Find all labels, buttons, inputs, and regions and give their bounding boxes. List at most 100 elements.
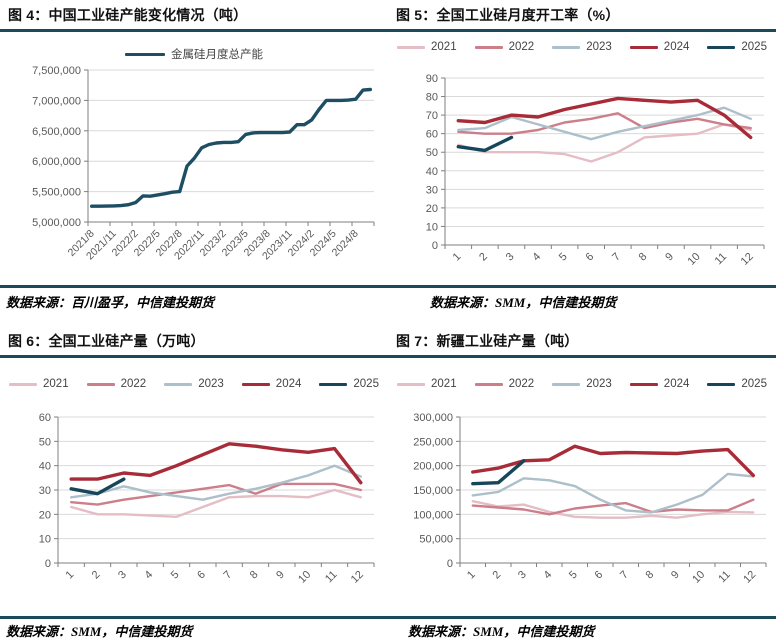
legend-item-2021: 2021 (397, 41, 457, 53)
svg-text:10: 10 (296, 569, 313, 586)
svg-text:10: 10 (426, 221, 438, 233)
fig6-title: 图 6：全国工业硅产量（万吨） (8, 333, 205, 349)
svg-text:12: 12 (349, 569, 366, 586)
fig7-source: 数据来源：SMM，中信建投期货 (408, 624, 595, 639)
svg-text:9: 9 (663, 251, 676, 264)
legend-swatch (552, 45, 581, 49)
legend-item-2025: 2025 (707, 378, 767, 390)
svg-text:9: 9 (274, 569, 287, 582)
legend-label: 2022 (508, 41, 535, 53)
legend-label: 金属硅月度总产能 (171, 49, 263, 61)
legend-swatch (629, 45, 658, 49)
legend-label: 2022 (508, 378, 535, 390)
fig6-source: 数据来源：SMM，中信建投期货 (6, 624, 193, 639)
svg-text:11: 11 (713, 251, 730, 268)
svg-text:6,500,000: 6,500,000 (32, 126, 81, 138)
svg-text:60: 60 (426, 129, 438, 141)
svg-text:7: 7 (221, 569, 234, 582)
svg-text:7,000,000: 7,000,000 (32, 95, 81, 107)
legend-label: 2023 (586, 41, 612, 53)
fig7-xinjiang-output-chart: 0 50,000 100,000 150,000 200,000 250,000 300,0… (413, 412, 767, 586)
svg-text:5,000,000: 5,000,000 (32, 217, 81, 229)
fig4-title: 图 4：中国工业硅产能变化情况（吨） (8, 7, 248, 23)
legend-item-2023: 2023 (552, 378, 612, 390)
svg-text:6: 6 (584, 251, 597, 264)
legend-item-2023: 2023 (164, 378, 224, 390)
svg-text:3: 3 (116, 569, 129, 582)
legend-label: 2024 (275, 378, 302, 390)
svg-text:50: 50 (426, 147, 438, 159)
svg-text:30: 30 (39, 485, 51, 497)
legend-item-2022: 2022 (86, 378, 147, 390)
svg-text:5: 5 (169, 569, 182, 582)
svg-text:20: 20 (39, 509, 51, 521)
svg-text:5: 5 (557, 251, 570, 264)
legend-swatch (397, 45, 426, 49)
legend-swatch (164, 382, 193, 386)
svg-text:0: 0 (432, 240, 438, 252)
title-rule-bottom (0, 355, 776, 358)
fig4-source: 数据来源：百川盈孚，中信建投期货 (6, 295, 215, 310)
svg-text:4: 4 (530, 251, 543, 264)
legend-label: 2021 (43, 378, 69, 390)
legend-item-2025: 2025 (319, 378, 379, 390)
svg-text:10: 10 (690, 569, 707, 586)
legend-label: 2024 (663, 378, 690, 390)
legend-label: 2024 (663, 41, 690, 53)
svg-text:20: 20 (426, 203, 438, 215)
legend-item-2025: 2025 (707, 41, 767, 53)
svg-text:4: 4 (542, 569, 555, 582)
legend-item-2022: 2022 (474, 41, 535, 53)
legend-label: 2023 (198, 378, 224, 390)
svg-text:0: 0 (447, 558, 453, 570)
section-rule-footer (0, 616, 776, 619)
svg-text:300,000: 300,000 (413, 412, 453, 424)
legend-swatch (707, 382, 736, 386)
legend-swatch (241, 382, 270, 386)
svg-text:2: 2 (477, 251, 490, 264)
svg-text:5: 5 (567, 569, 580, 582)
svg-text:9: 9 (669, 569, 682, 582)
svg-text:7: 7 (618, 569, 631, 582)
fig4-legend: 金属硅月度总产能 (0, 46, 388, 62)
legend-label: 2021 (431, 41, 457, 53)
svg-text:4: 4 (142, 569, 155, 582)
legend-swatch (707, 45, 736, 49)
fig7-legend: 2021 2022 2023 2024 2025 (388, 378, 776, 390)
svg-text:8: 8 (644, 569, 657, 582)
svg-text:30: 30 (426, 184, 438, 196)
legend-label: 2022 (120, 378, 147, 390)
legend-label: 2025 (741, 41, 767, 53)
svg-text:6: 6 (195, 569, 208, 582)
fig6-legend: 2021 2022 2023 2024 2025 (0, 378, 388, 390)
legend-swatch (86, 382, 115, 386)
svg-text:90: 90 (426, 73, 438, 85)
svg-text:250,000: 250,000 (413, 436, 453, 448)
svg-text:40: 40 (39, 461, 51, 473)
svg-text:7,500,000: 7,500,000 (32, 65, 81, 77)
legend-label: 2025 (741, 378, 767, 390)
svg-text:70: 70 (426, 110, 438, 122)
svg-text:8: 8 (248, 569, 261, 582)
legend-item-2024: 2024 (241, 378, 302, 390)
svg-text:7: 7 (610, 251, 623, 264)
title-rule-top (0, 29, 776, 32)
svg-text:12: 12 (739, 251, 756, 268)
svg-text:60: 60 (39, 412, 51, 424)
svg-text:10: 10 (39, 534, 51, 546)
svg-text:200,000: 200,000 (413, 461, 453, 473)
legend-item-2023: 2023 (552, 41, 612, 53)
legend-item-金属硅月度总产能: 金属硅月度总产能 (125, 46, 263, 62)
svg-text:12: 12 (741, 569, 758, 586)
fig4-capacity-chart: 5,000,000 5,500,000 6,000,000 6,500,000 7,00… (32, 65, 375, 262)
svg-text:150,000: 150,000 (413, 485, 453, 497)
legend-swatch (125, 52, 165, 56)
legend-item-2024: 2024 (629, 41, 690, 53)
svg-text:11: 11 (716, 569, 733, 586)
svg-text:40: 40 (426, 166, 438, 178)
legend-item-2021: 2021 (9, 378, 69, 390)
legend-label: 2021 (431, 378, 457, 390)
svg-text:80: 80 (426, 92, 438, 104)
svg-text:2: 2 (491, 569, 504, 582)
fig5-legend: 2021 2022 2023 2024 2025 (388, 41, 776, 53)
